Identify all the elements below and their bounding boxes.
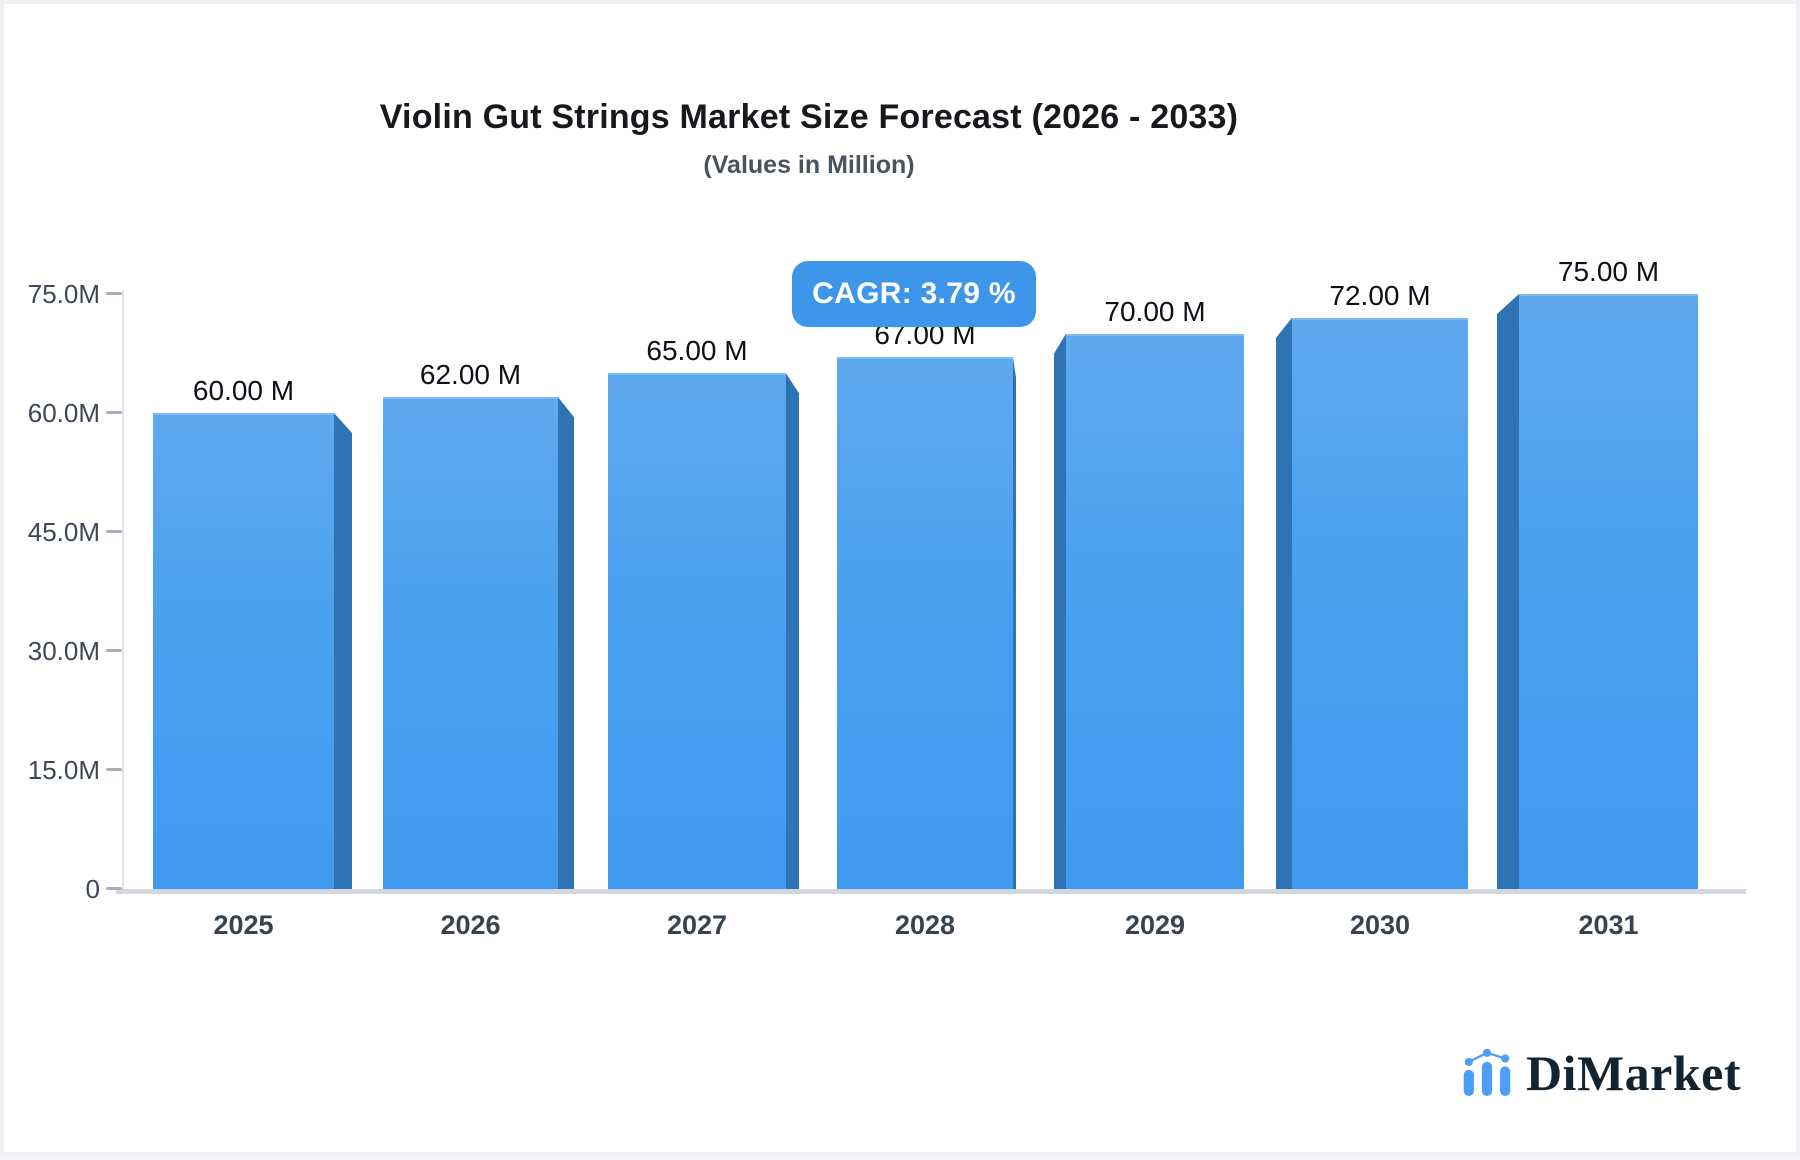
- bar-2031: [1519, 294, 1698, 889]
- bar-value-label: 60.00 M: [192, 375, 295, 406]
- bar-side-3d: [1497, 294, 1519, 889]
- y-axis-tick-mark: [106, 887, 122, 890]
- y-axis-line: [122, 290, 124, 891]
- x-axis-label: 2028: [894, 910, 956, 940]
- bar-2030: [1292, 317, 1468, 889]
- y-axis-tick-mark: [106, 649, 122, 652]
- bar-value-label: 65.00 M: [646, 335, 748, 367]
- bar-2027: [608, 373, 786, 889]
- bar-2025: [153, 413, 334, 889]
- chart-header: Violin Gut Strings Market Size Forecast …: [209, 96, 1409, 180]
- x-axis-baseline: [116, 889, 1746, 894]
- logo-text: DiMarket: [1525, 1045, 1741, 1101]
- y-axis-tick-label: 60.0M: [27, 398, 100, 428]
- bar-side-3d: [1054, 333, 1066, 889]
- chart-subtitle: (Values in Million): [703, 151, 915, 179]
- cagr-badge: CAGR: 3.79 %: [792, 261, 1036, 327]
- x-axis-label: 2030: [1349, 910, 1411, 940]
- plot-area: 0 15.0M 30.0M 45.0M 60.0M 75.0M 60.00 M 2025 62.…: [4, 4, 1800, 1160]
- y-axis-tick-label: 30.0M: [27, 636, 100, 666]
- y-axis-tick-mark: [106, 530, 122, 533]
- bar-side-3d: [1276, 317, 1292, 889]
- y-axis-tick-label: 0: [85, 874, 100, 904]
- y-axis-tick-mark: [106, 411, 122, 414]
- x-axis-label: 2031: [1578, 910, 1639, 940]
- x-axis-label: 2025: [213, 910, 274, 940]
- bar-chart-with-dots-logo-icon: [1463, 1048, 1511, 1096]
- bar-value-label: 70.00 M: [1104, 295, 1206, 327]
- x-axis-label: 2029: [1124, 910, 1186, 940]
- bar-2028: [837, 357, 1013, 889]
- chart-title: Violin Gut Strings Market Size Forecast …: [379, 98, 1239, 136]
- bar-value-label: 75.00 M: [1557, 256, 1660, 287]
- y-axis-tick-mark: [106, 292, 122, 295]
- bar-2026: [383, 397, 558, 889]
- x-axis-label: 2027: [666, 910, 728, 940]
- y-axis-tick-label: 75.0M: [27, 279, 100, 309]
- bar-value-label: 62.00 M: [419, 359, 522, 391]
- bar-2029: [1066, 333, 1244, 889]
- bar-side-3d: [1013, 357, 1016, 889]
- dimarket-logo: DiMarket: [1462, 1045, 1741, 1101]
- bar-side-3d: [558, 397, 574, 889]
- bar-side-3d: [334, 413, 352, 889]
- y-axis-tick-mark: [106, 768, 122, 771]
- bar-side-3d: [786, 373, 799, 889]
- y-axis-tick-label: 15.0M: [27, 755, 100, 785]
- x-axis-label: 2026: [440, 910, 501, 940]
- y-axis-tick-label: 45.0M: [27, 517, 100, 547]
- bar-value-label: 72.00 M: [1329, 279, 1431, 311]
